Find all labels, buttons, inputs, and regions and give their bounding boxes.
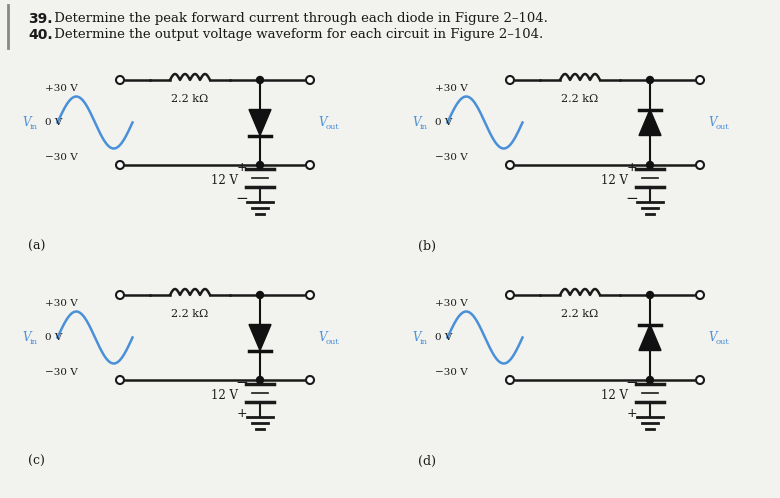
Text: V: V (708, 331, 717, 344)
Circle shape (306, 291, 314, 299)
Text: −: − (626, 191, 638, 206)
Circle shape (306, 161, 314, 169)
Text: out: out (326, 123, 340, 130)
Text: 39.: 39. (28, 12, 52, 26)
Text: out: out (716, 338, 730, 346)
Text: 2.2 kΩ: 2.2 kΩ (562, 309, 598, 319)
Text: V: V (412, 116, 420, 129)
Text: 12 V: 12 V (601, 388, 628, 401)
Text: −: − (236, 191, 248, 206)
Text: 2.2 kΩ: 2.2 kΩ (562, 94, 598, 104)
Text: in: in (420, 123, 428, 130)
Text: Determine the output voltage waveform for each circuit in Figure 2–104.: Determine the output voltage waveform fo… (50, 28, 543, 41)
Circle shape (696, 76, 704, 84)
Text: −: − (626, 374, 638, 389)
Circle shape (506, 161, 514, 169)
Circle shape (116, 76, 124, 84)
Text: 12 V: 12 V (601, 173, 628, 186)
Circle shape (647, 376, 654, 383)
Text: (a): (a) (28, 240, 45, 253)
Text: in: in (420, 338, 428, 346)
Circle shape (696, 291, 704, 299)
Text: 2.2 kΩ: 2.2 kΩ (172, 94, 208, 104)
Text: V: V (22, 116, 30, 129)
Circle shape (506, 376, 514, 384)
Text: +: + (236, 160, 247, 173)
Text: +30 V: +30 V (45, 84, 78, 93)
Text: +30 V: +30 V (435, 298, 468, 307)
Text: V: V (22, 331, 30, 344)
Text: +: + (236, 406, 247, 419)
Circle shape (257, 161, 264, 168)
Text: −30 V: −30 V (435, 152, 468, 161)
Text: (d): (d) (418, 455, 436, 468)
Circle shape (257, 376, 264, 383)
Text: V: V (318, 116, 327, 129)
Text: −: − (236, 374, 248, 389)
Circle shape (696, 161, 704, 169)
Polygon shape (249, 325, 271, 351)
Circle shape (116, 291, 124, 299)
Text: Determine the peak forward current through each diode in Figure 2–104.: Determine the peak forward current throu… (50, 12, 548, 25)
Circle shape (306, 76, 314, 84)
Circle shape (257, 291, 264, 298)
Text: +: + (626, 406, 637, 419)
Text: −30 V: −30 V (45, 368, 78, 376)
Circle shape (506, 76, 514, 84)
Text: V: V (318, 331, 327, 344)
Text: V: V (412, 331, 420, 344)
Text: (b): (b) (418, 240, 436, 253)
Circle shape (506, 291, 514, 299)
Text: +30 V: +30 V (435, 84, 468, 93)
Text: (c): (c) (28, 455, 45, 468)
Text: 0 V: 0 V (435, 118, 452, 127)
Text: out: out (326, 338, 340, 346)
Polygon shape (639, 110, 661, 135)
Text: V: V (708, 116, 717, 129)
Circle shape (647, 291, 654, 298)
Text: 0 V: 0 V (435, 333, 452, 342)
Text: 0 V: 0 V (45, 118, 62, 127)
Text: +: + (626, 160, 637, 173)
Text: 12 V: 12 V (211, 173, 238, 186)
Text: 40.: 40. (28, 28, 52, 42)
Text: −30 V: −30 V (45, 152, 78, 161)
Circle shape (647, 161, 654, 168)
Circle shape (116, 376, 124, 384)
Text: in: in (30, 123, 38, 130)
Circle shape (696, 376, 704, 384)
Circle shape (116, 161, 124, 169)
Text: out: out (716, 123, 730, 130)
Circle shape (257, 77, 264, 84)
Text: −30 V: −30 V (435, 368, 468, 376)
Text: 0 V: 0 V (45, 333, 62, 342)
Polygon shape (249, 110, 271, 135)
Text: 2.2 kΩ: 2.2 kΩ (172, 309, 208, 319)
Polygon shape (639, 325, 661, 351)
Circle shape (647, 77, 654, 84)
Text: +30 V: +30 V (45, 298, 78, 307)
Text: 12 V: 12 V (211, 388, 238, 401)
Circle shape (306, 376, 314, 384)
Text: in: in (30, 338, 38, 346)
